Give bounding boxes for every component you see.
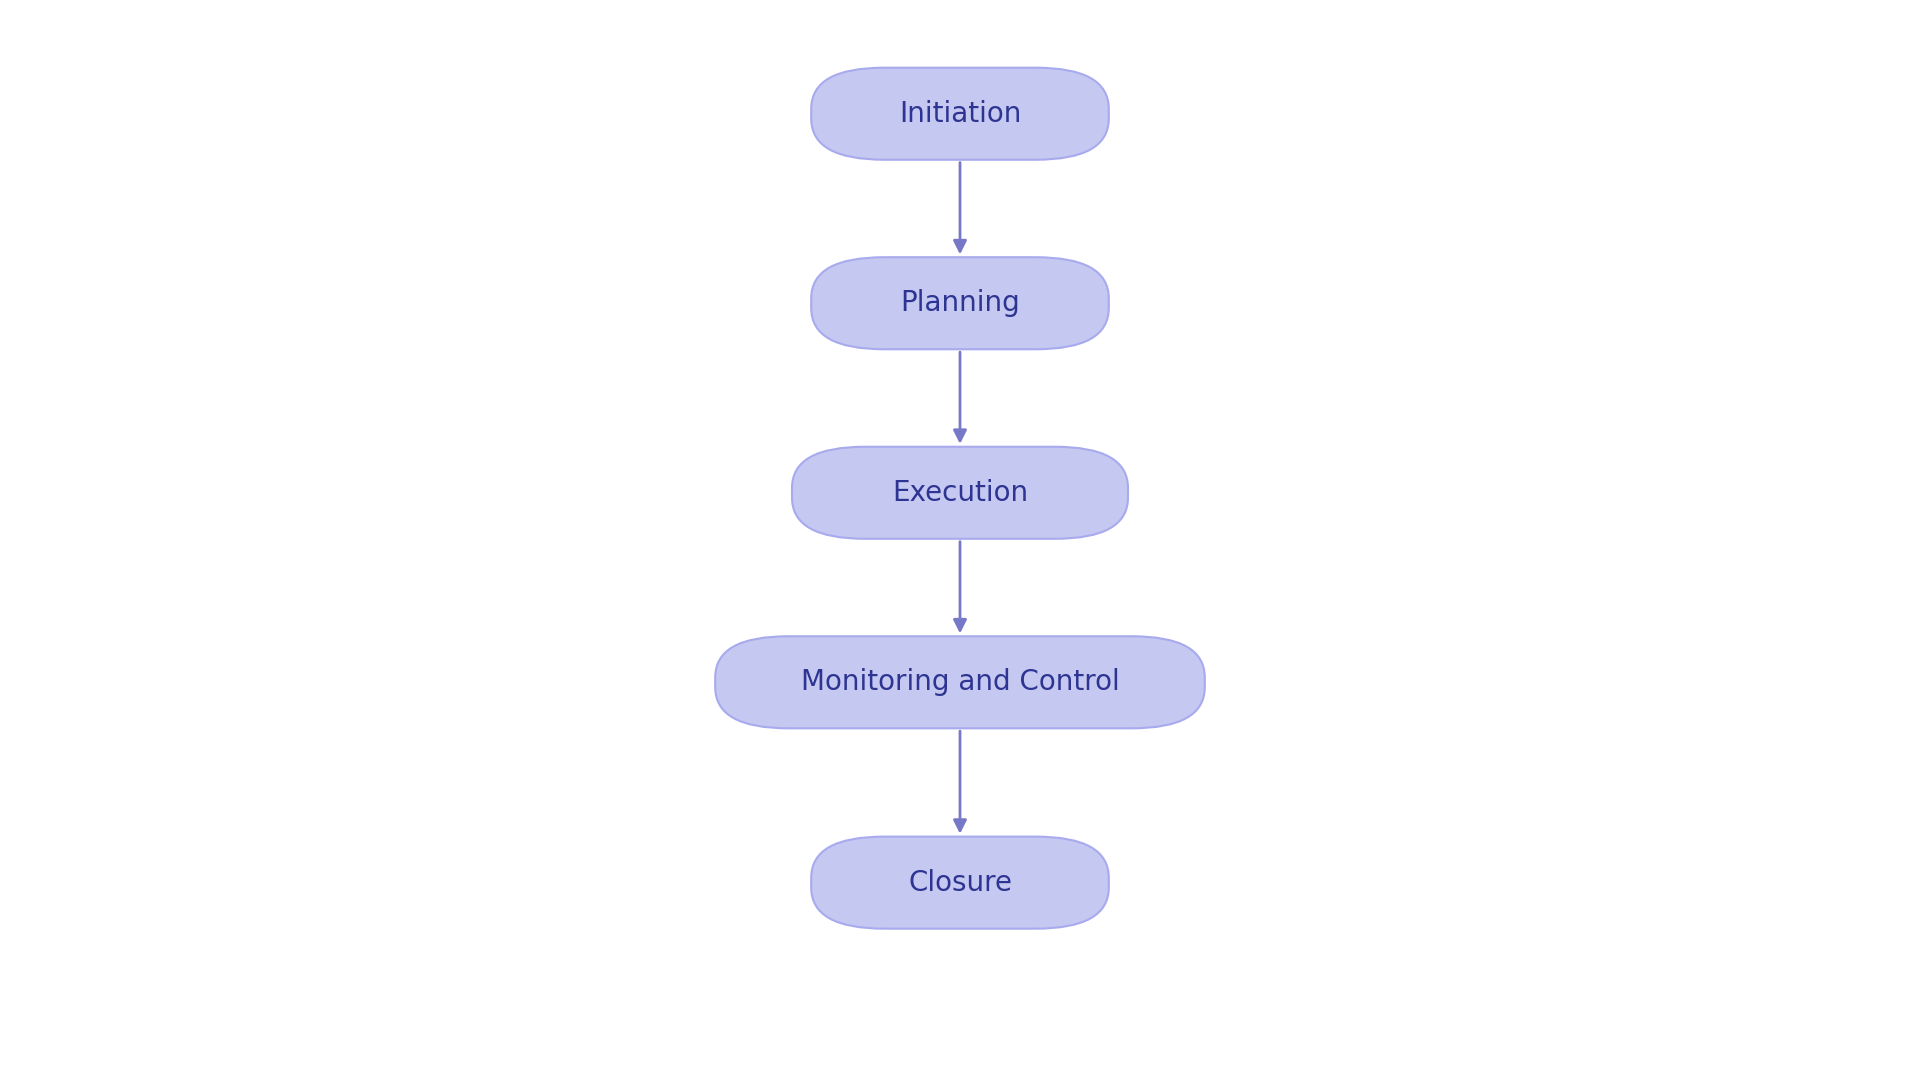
FancyBboxPatch shape <box>810 67 1110 159</box>
Text: Execution: Execution <box>893 479 1027 507</box>
FancyBboxPatch shape <box>810 258 1110 349</box>
Text: Monitoring and Control: Monitoring and Control <box>801 668 1119 696</box>
FancyBboxPatch shape <box>791 446 1127 538</box>
FancyBboxPatch shape <box>714 637 1206 728</box>
Text: Planning: Planning <box>900 289 1020 317</box>
FancyBboxPatch shape <box>810 837 1110 929</box>
Text: Initiation: Initiation <box>899 100 1021 128</box>
Text: Closure: Closure <box>908 869 1012 897</box>
